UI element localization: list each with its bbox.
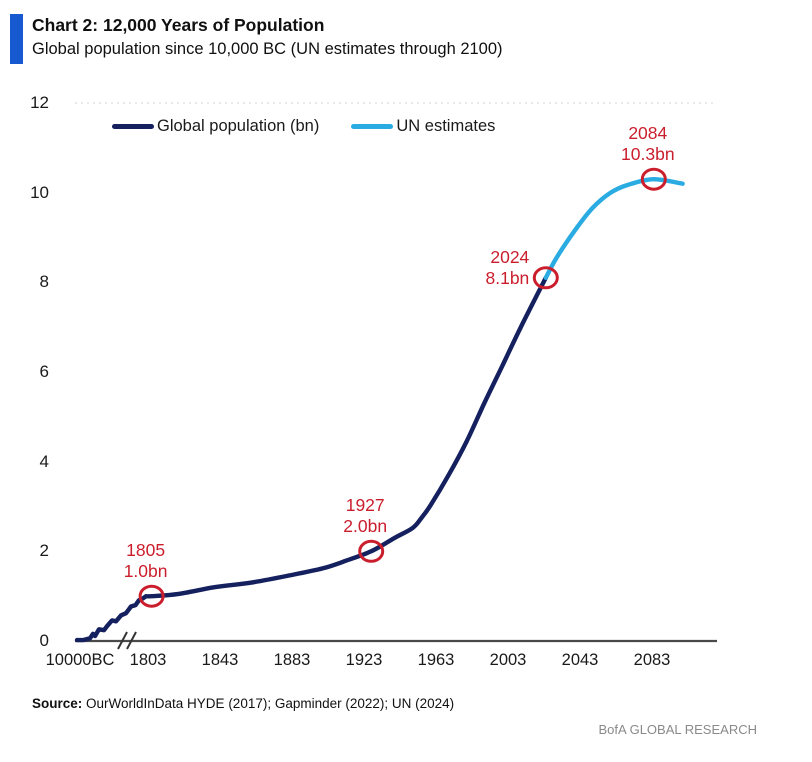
annotation-circle-2024 xyxy=(532,266,559,290)
x-tick-1803: 1803 xyxy=(129,651,167,669)
legend-item-global-population: Global population (bn) xyxy=(112,117,319,136)
x-tick-1883: 1883 xyxy=(273,651,311,669)
annotation-circle-2084 xyxy=(640,167,667,191)
x-tick-2043: 2043 xyxy=(561,651,599,669)
chart-subtitle: Global population since 10,000 BC (UN es… xyxy=(32,39,503,58)
x-tick-10000BC: 10000BC xyxy=(45,651,115,669)
y-tick-2: 2 xyxy=(39,541,49,561)
annotation-label-1927: 1927 2.0bn xyxy=(343,495,388,537)
source-label: Source: xyxy=(32,696,83,711)
y-tick-4: 4 xyxy=(39,451,49,471)
legend-item-un-estimates: UN estimates xyxy=(351,117,495,136)
annotation-label-2024: 2024 8.1bn xyxy=(485,246,530,288)
legend-line-swatch-lightblue xyxy=(351,124,394,129)
annotation-circle-1805 xyxy=(138,584,165,608)
y-tick-10: 10 xyxy=(30,182,49,202)
y-tick-8: 8 xyxy=(39,272,49,292)
legend-label-global-population: Global population (bn) xyxy=(157,117,320,135)
x-tick-1923: 1923 xyxy=(345,651,383,669)
source-note: Source: OurWorldInData HYDE (2017); Gapm… xyxy=(32,696,454,711)
legend: Global population (bn) UN estimates xyxy=(112,117,495,136)
title-accent-bar xyxy=(10,14,23,64)
x-tick-1963: 1963 xyxy=(417,651,455,669)
x-tick-2003: 2003 xyxy=(489,651,527,669)
annotation-circle-1927 xyxy=(358,539,385,563)
y-tick-12: 12 xyxy=(30,93,49,112)
legend-label-un-estimates: UN estimates xyxy=(396,117,496,135)
x-tick-1843: 1843 xyxy=(201,651,239,669)
y-tick-6: 6 xyxy=(39,362,49,381)
global-population-line xyxy=(74,275,548,643)
brand-text: BofA GLOBAL RESEARCH xyxy=(598,722,757,737)
axis-break-marks xyxy=(117,631,137,650)
x-tick-2083: 2083 xyxy=(633,651,671,669)
title-block: Chart 2: 12,000 Years of Population Glob… xyxy=(32,14,503,64)
chart-title: Chart 2: 12,000 Years of Population xyxy=(32,15,325,35)
legend-line-swatch-navy xyxy=(112,124,154,129)
annotation-label-1805: 1805 1.0bn xyxy=(123,540,168,582)
un-estimates-line xyxy=(543,176,685,280)
annotation-label-2084: 2084 10.3bn xyxy=(621,123,675,165)
chart-header: Chart 2: 12,000 Years of Population Glob… xyxy=(10,14,503,64)
source-text: OurWorldInData HYDE (2017); Gapminder (2… xyxy=(82,696,455,711)
y-tick-0: 0 xyxy=(39,631,49,650)
